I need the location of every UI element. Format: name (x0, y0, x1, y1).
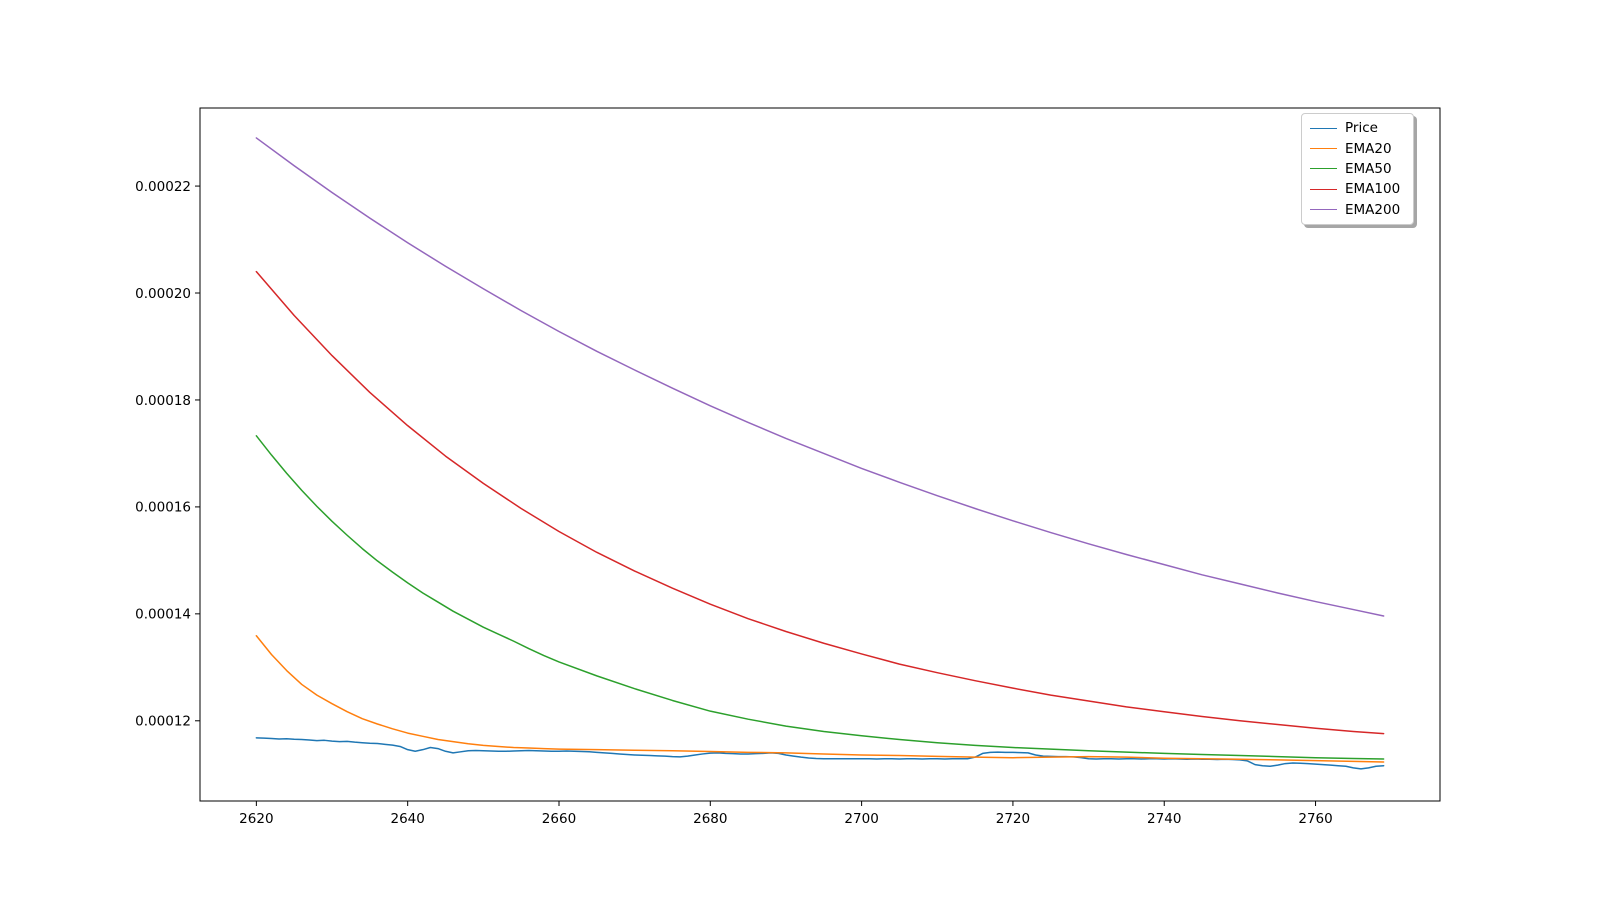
legend-line-sample (1310, 168, 1337, 170)
legend-label: EMA20 (1345, 140, 1392, 157)
legend-item-ema200: EMA200 (1310, 200, 1407, 220)
x-axis-tick-label: 2640 (390, 811, 424, 827)
legend-line-sample (1310, 188, 1337, 190)
x-axis-tick-label: 2700 (844, 811, 878, 827)
series-line-ema200 (255, 137, 1385, 617)
x-axis-tick-label: 2760 (1298, 811, 1332, 827)
legend-label: EMA50 (1345, 160, 1392, 177)
legend: Price EMA20 EMA50 EMA100 EMA200 (1301, 113, 1414, 225)
y-axis-tick-label: 0.00020 (135, 286, 191, 302)
legend-label: EMA200 (1345, 201, 1401, 218)
y-axis-tick-label: 0.00018 (135, 393, 191, 409)
series-line-ema50 (255, 435, 1385, 760)
legend-item-ema20: EMA20 (1310, 138, 1407, 158)
y-axis-tick-label: 0.00016 (135, 500, 191, 516)
x-axis-tick-label: 2720 (996, 811, 1030, 827)
legend-label: EMA100 (1345, 181, 1401, 198)
series-line-ema20 (255, 635, 1385, 763)
y-axis-tick-label: 0.00012 (135, 714, 191, 730)
series-line-ema100 (255, 270, 1385, 735)
legend-item-price: Price (1310, 118, 1407, 138)
legend-line-sample (1310, 148, 1337, 150)
legend-label: Price (1345, 120, 1378, 137)
x-axis-tick-label: 2740 (1147, 811, 1181, 827)
x-axis-tick-label: 2660 (542, 811, 576, 827)
legend-item-ema100: EMA100 (1310, 179, 1407, 199)
legend-item-ema50: EMA50 (1310, 159, 1407, 179)
legend-line-sample (1310, 209, 1337, 211)
legend-line-sample (1310, 127, 1337, 129)
x-axis-tick-label: 2620 (239, 811, 273, 827)
y-axis-tick-label: 0.00014 (135, 607, 191, 623)
x-axis-tick-label: 2680 (693, 811, 727, 827)
y-axis-tick-label: 0.00022 (135, 179, 191, 195)
plot-border (199, 107, 1441, 802)
